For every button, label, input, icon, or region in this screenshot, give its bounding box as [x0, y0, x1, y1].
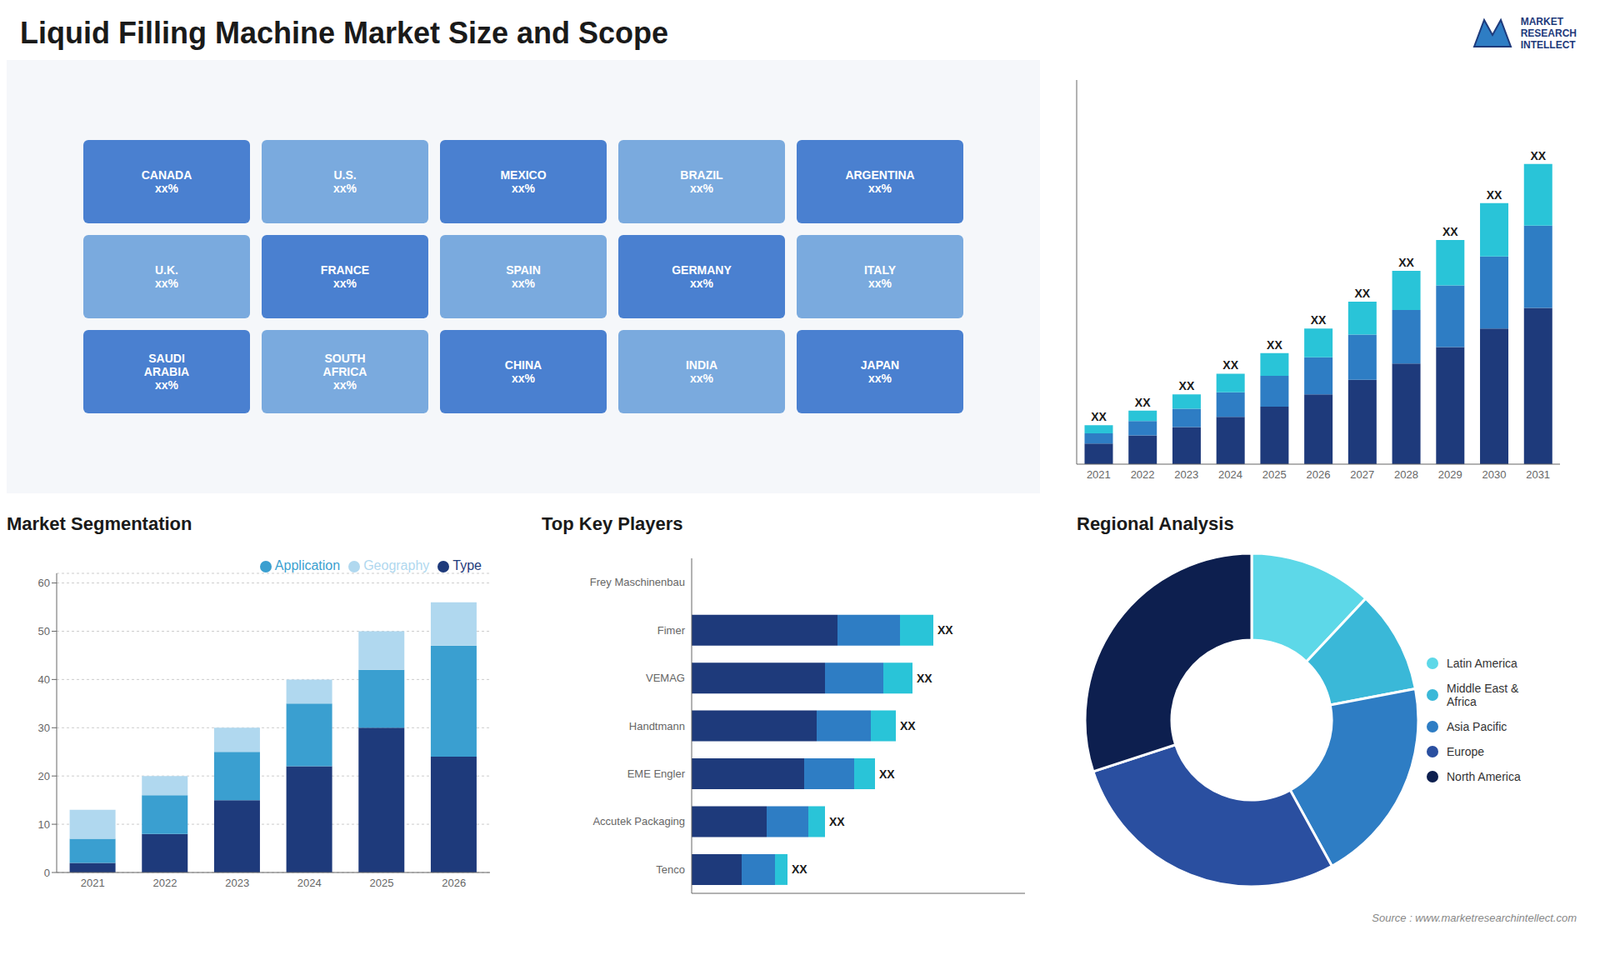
svg-text:XX: XX: [1355, 286, 1371, 300]
html-text:RESEARCH: RESEARCH: [1520, 27, 1577, 40]
html-text:xx%: xx%: [155, 181, 179, 195]
svg-text:2031: 2031: [1525, 468, 1550, 481]
svg-text:XX: XX: [1310, 313, 1327, 327]
svg-text:Accutek Packaging: Accutek Packaging: [592, 815, 685, 828]
svg-text:2023: 2023: [1174, 468, 1199, 481]
svg-text:Tenco: Tenco: [655, 863, 685, 876]
svg-text:XX: XX: [900, 719, 916, 733]
html-text:MARKET: MARKET: [1520, 15, 1564, 28]
svg-text:EME Engler: EME Engler: [627, 767, 686, 780]
html-text:Europe: Europe: [1446, 745, 1485, 759]
html-text:Geography: Geography: [363, 558, 430, 573]
svg-text:2025: 2025: [370, 876, 395, 890]
svg-text:20: 20: [38, 770, 50, 783]
svg-text:2021: 2021: [1086, 468, 1111, 481]
svg-text:XX: XX: [1442, 225, 1459, 239]
html-text:xx%: xx%: [511, 276, 535, 290]
svg-text:2022: 2022: [1130, 468, 1155, 481]
html-text:AFRICA: AFRICA: [322, 365, 367, 379]
svg-text:XX: XX: [791, 862, 808, 876]
html-text:xx%: xx%: [333, 378, 357, 392]
html-text:xx%: xx%: [511, 181, 535, 195]
svg-text:XX: XX: [1135, 395, 1151, 410]
svg-text:60: 60: [38, 576, 50, 590]
html-text:Application: Application: [274, 558, 341, 573]
svg-text:Frey Maschinenbau: Frey Maschinenbau: [590, 575, 685, 589]
html-text:MEXICO: MEXICO: [500, 168, 547, 182]
svg-text:XX: XX: [1222, 358, 1239, 372]
svg-text:Handtmann: Handtmann: [629, 720, 685, 733]
svg-text:XX: XX: [1486, 188, 1503, 202]
svg-text:XX: XX: [879, 767, 895, 781]
html-text:JAPAN: JAPAN: [860, 358, 900, 372]
svg-text:XX: XX: [1179, 379, 1195, 393]
html-text:Regional Analysis: Regional Analysis: [1076, 513, 1234, 535]
html-text:xx%: xx%: [155, 378, 179, 392]
svg-text:10: 10: [38, 818, 50, 831]
html-text:Type: Type: [452, 558, 482, 573]
svg-text:2026: 2026: [1306, 468, 1331, 481]
svg-text:Fimer: Fimer: [657, 624, 686, 637]
svg-text:2025: 2025: [1262, 468, 1287, 481]
svg-text:2021: 2021: [80, 876, 105, 890]
html-text:CANADA: CANADA: [141, 168, 192, 182]
html-text:Top Key Players: Top Key Players: [541, 513, 683, 535]
html-text:Latin America: Latin America: [1446, 656, 1518, 670]
html-text:FRANCE: FRANCE: [320, 263, 370, 277]
html-text:Africa: Africa: [1446, 695, 1477, 709]
html-text:SOUTH: SOUTH: [324, 351, 366, 365]
svg-text:XX: XX: [1090, 410, 1107, 424]
html-text:xx%: xx%: [868, 371, 892, 385]
svg-text:2028: 2028: [1394, 468, 1419, 481]
svg-text:XX: XX: [916, 671, 933, 685]
svg-text:2027: 2027: [1350, 468, 1375, 481]
html-text:xx%: xx%: [333, 276, 357, 290]
html-text:ARABIA: ARABIA: [144, 365, 190, 379]
html-text:xx%: xx%: [333, 181, 357, 195]
svg-text:50: 50: [38, 625, 50, 638]
html-text:Asia Pacific: Asia Pacific: [1446, 720, 1507, 734]
svg-text:2029: 2029: [1438, 468, 1463, 481]
svg-text:2030: 2030: [1481, 468, 1506, 481]
html-text:North America: North America: [1446, 770, 1521, 784]
svg-text:XX: XX: [937, 623, 954, 637]
html-text:xx%: xx%: [868, 276, 892, 290]
html-text:INDIA: INDIA: [685, 358, 718, 372]
svg-text:XX: XX: [829, 815, 845, 829]
html-text:xx%: xx%: [690, 181, 714, 195]
svg-text:2022: 2022: [153, 876, 178, 890]
html-text:Liquid Filling Machine Market: Liquid Filling Machine Market Size and S…: [20, 15, 669, 50]
html-text:SPAIN: SPAIN: [505, 263, 541, 277]
html-text:Market Segmentation: Market Segmentation: [6, 513, 193, 535]
html-text:CHINA: CHINA: [504, 358, 542, 372]
svg-text:30: 30: [38, 721, 50, 735]
html-text:BRAZIL: BRAZIL: [680, 168, 724, 182]
svg-text:40: 40: [38, 673, 50, 686]
html-text:Source : www.marketresearchint: Source : www.marketresearchintellect.com: [1371, 911, 1577, 925]
html-text:Middle East &: Middle East &: [1446, 681, 1519, 695]
html-text:ITALY: ITALY: [864, 263, 896, 277]
html-text:xx%: xx%: [690, 371, 714, 385]
svg-text:XX: XX: [1530, 149, 1546, 163]
html-text:xx%: xx%: [690, 276, 714, 290]
html-text:SAUDI: SAUDI: [148, 351, 185, 365]
svg-text:2024: 2024: [297, 876, 322, 890]
html-text:U.K.: U.K.: [155, 263, 179, 277]
svg-text:2024: 2024: [1218, 468, 1243, 481]
svg-text:0: 0: [44, 866, 50, 880]
svg-text:XX: XX: [1266, 338, 1283, 352]
html-text:INTELLECT: INTELLECT: [1520, 39, 1576, 51]
html-text:ARGENTINA: ARGENTINA: [845, 168, 915, 182]
html-text:xx%: xx%: [511, 371, 535, 385]
svg-text:2023: 2023: [225, 876, 250, 890]
svg-text:VEMAG: VEMAG: [645, 671, 685, 685]
svg-text:XX: XX: [1398, 255, 1415, 270]
html-text:xx%: xx%: [868, 181, 892, 195]
html-text:GERMANY: GERMANY: [671, 263, 732, 277]
svg-text:2026: 2026: [441, 876, 466, 890]
html-text:xx%: xx%: [155, 276, 179, 290]
html-text:U.S.: U.S.: [333, 168, 357, 182]
